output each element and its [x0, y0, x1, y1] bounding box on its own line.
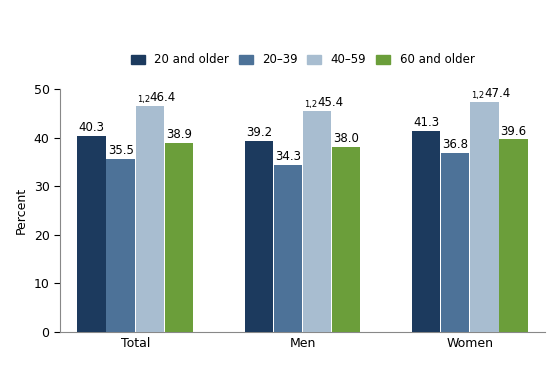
- Text: 39.6: 39.6: [500, 124, 526, 138]
- Text: 1,2: 1,2: [471, 91, 484, 100]
- Text: 1,2: 1,2: [304, 100, 317, 110]
- Bar: [106, 160, 135, 332]
- Text: 46.4: 46.4: [150, 92, 176, 104]
- Bar: [499, 139, 528, 332]
- Bar: [274, 165, 302, 332]
- Text: 41.3: 41.3: [413, 116, 439, 129]
- Bar: [470, 101, 498, 332]
- Bar: [303, 111, 332, 332]
- Bar: [245, 141, 273, 332]
- Text: 36.8: 36.8: [442, 138, 468, 151]
- Bar: [332, 147, 360, 332]
- Text: 47.4: 47.4: [484, 87, 511, 100]
- Bar: [136, 107, 164, 332]
- Bar: [77, 136, 106, 332]
- Text: 40.3: 40.3: [78, 121, 105, 134]
- Text: 35.5: 35.5: [108, 145, 134, 157]
- Text: 39.2: 39.2: [246, 127, 272, 139]
- Legend: 20 and older, 20–39, 40–59, 60 and older: 20 and older, 20–39, 40–59, 60 and older: [128, 51, 477, 69]
- Bar: [441, 153, 469, 332]
- Text: 1,2: 1,2: [137, 96, 150, 104]
- Bar: [412, 131, 440, 332]
- Text: 38.9: 38.9: [166, 128, 192, 141]
- Text: 38.0: 38.0: [333, 132, 359, 145]
- Y-axis label: Percent: Percent: [15, 187, 28, 234]
- Text: 45.4: 45.4: [317, 96, 343, 109]
- Bar: [165, 143, 193, 332]
- Text: 34.3: 34.3: [275, 150, 301, 163]
